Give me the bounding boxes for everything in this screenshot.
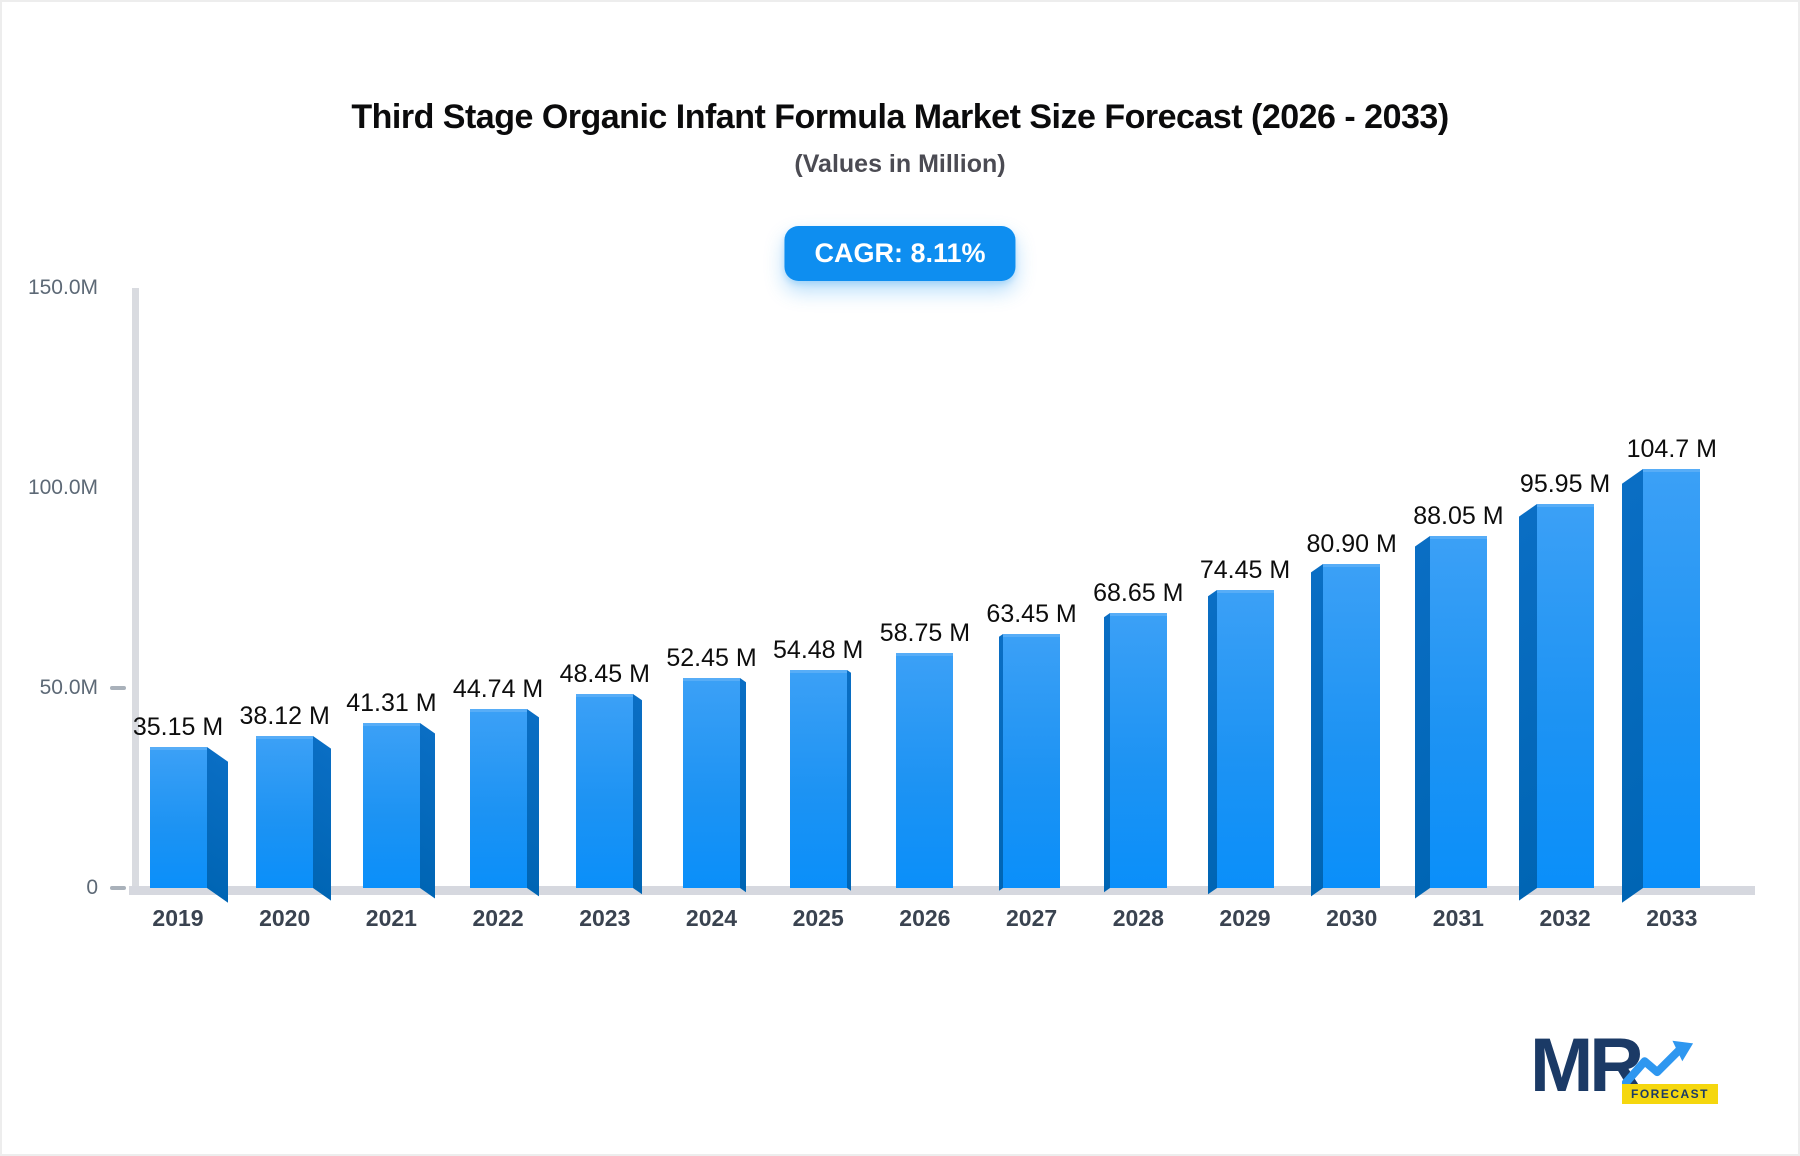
bar-value-label-2030: 80.90 M (1306, 530, 1397, 558)
bar-value-label-2033: 104.7 M (1626, 435, 1717, 463)
bar-value-label-2027: 63.45 M (986, 600, 1077, 628)
x-tick-2029: 2029 (1219, 905, 1271, 931)
x-tick-2019: 2019 (152, 905, 204, 931)
bar-side-2025 (846, 670, 851, 891)
x-axis-baseline (129, 886, 1755, 895)
x-tick-2026: 2026 (899, 905, 951, 931)
bar-side-2022 (526, 709, 539, 897)
bar-2027[interactable] (1003, 634, 1061, 888)
bar-value-label-2031: 88.05 M (1413, 502, 1504, 530)
cagr-badge-label: CAGR: 8.11% (814, 238, 986, 268)
x-tick-2032: 2032 (1539, 905, 1591, 931)
x-tick-2024: 2024 (685, 905, 738, 931)
y-tick-50.0M: 50.0M (39, 676, 98, 699)
bar-side-2031 (1414, 536, 1430, 899)
bar-value-label-2028: 68.65 M (1093, 579, 1184, 607)
y-tick-150.0M: 150.0M (27, 276, 98, 299)
y-tick-0: 0 (86, 876, 98, 899)
y-axis-line (132, 288, 139, 895)
x-tick-2031: 2031 (1432, 905, 1484, 931)
mr-forecast-logo: MR FORECAST (1530, 1028, 1730, 1114)
x-tick-2020: 2020 (259, 905, 311, 931)
bar-2030[interactable] (1323, 564, 1381, 888)
y-tick-dash-0 (110, 886, 126, 890)
x-tick-2027: 2027 (1006, 905, 1058, 931)
chart-title: Third Stage Organic Infant Formula Marke… (351, 98, 1449, 136)
bar-value-label-2026: 58.75 M (879, 619, 971, 647)
bar-side-2027 (999, 634, 1004, 891)
bar-side-2020 (313, 736, 332, 901)
bar-value-label-2019: 35.15 M (132, 713, 224, 741)
bar-value-label-2032: 95.95 M (1519, 470, 1611, 498)
bar-side-2032 (1518, 504, 1537, 901)
x-tick-2023: 2023 (579, 905, 631, 931)
bar-2033[interactable] (1643, 469, 1701, 888)
x-tick-2028: 2028 (1112, 905, 1164, 931)
bar-side-2023 (633, 694, 643, 895)
x-tick-2030: 2030 (1326, 905, 1378, 931)
cagr-badge: CAGR: 8.11% (784, 226, 1016, 281)
bar-value-label-2021: 41.31 M (346, 689, 437, 717)
bar-value-label-2025: 54.48 M (773, 636, 864, 664)
chart-subtitle: (Values in Million) (794, 150, 1006, 178)
bar-2024[interactable] (683, 678, 740, 888)
y-tick-100.0M: 100.0M (27, 476, 98, 499)
bar-value-label-2024: 52.45 M (666, 644, 757, 672)
x-tick-2033: 2033 (1646, 905, 1698, 931)
bar-value-label-2023: 48.45 M (559, 660, 650, 688)
bar-side-2028 (1103, 613, 1110, 893)
bar-2022[interactable] (469, 709, 527, 888)
x-tick-2025: 2025 (792, 905, 844, 931)
y-tick-dash-50.0M (110, 686, 126, 690)
bar-side-2030 (1311, 564, 1324, 897)
bar-2021[interactable] (362, 723, 420, 888)
bar-side-2029 (1207, 590, 1217, 895)
x-tick-2021: 2021 (365, 905, 417, 931)
bar-value-label-2022: 44.74 M (452, 675, 544, 703)
bar-side-2024 (740, 678, 746, 893)
bar-2023[interactable] (576, 694, 634, 888)
bar-2026[interactable] (896, 653, 954, 888)
x-tick-2022: 2022 (472, 905, 524, 931)
trend-up-arrow-icon (1622, 1040, 1694, 1087)
bar-2028[interactable] (1109, 613, 1167, 888)
logo-forecast-badge: FORECAST (1622, 1084, 1718, 1104)
bar-2025[interactable] (789, 670, 847, 888)
bar-2032[interactable] (1536, 504, 1594, 888)
bar-2020[interactable] (256, 736, 314, 888)
bar-2031[interactable] (1429, 536, 1487, 888)
bar-2029[interactable] (1216, 590, 1274, 888)
bar-side-2021 (419, 723, 435, 899)
bar-value-label-2020: 38.12 M (239, 702, 330, 730)
bar-value-label-2029: 74.45 M (1199, 556, 1291, 584)
bar-side-2019 (206, 747, 228, 903)
bar-side-2033 (1622, 469, 1644, 903)
bar-2019[interactable] (149, 747, 207, 888)
